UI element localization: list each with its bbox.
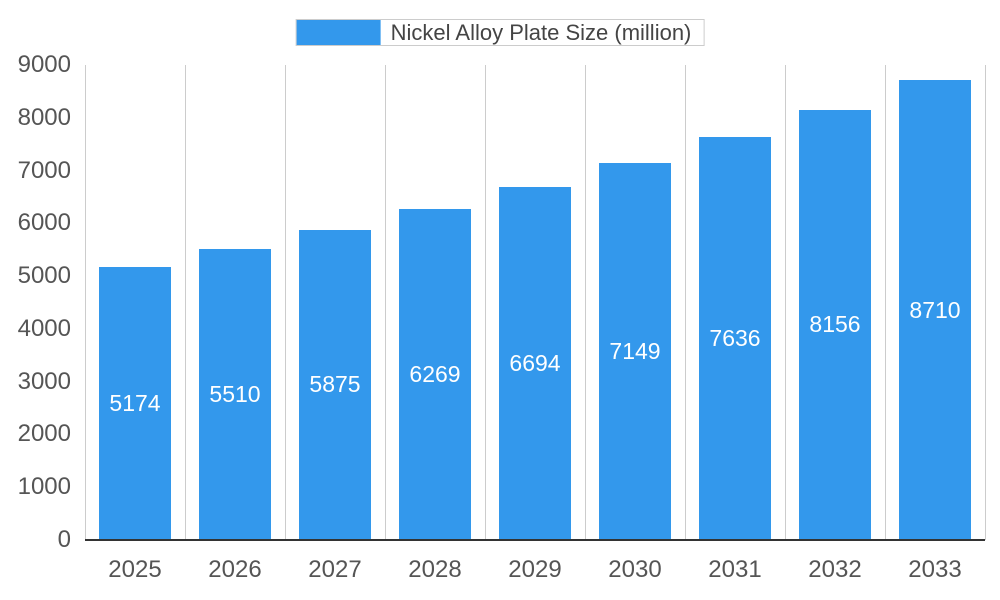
bars-layer: 5174 5510 5875 6269 6694 7149 7636 8156 8710	[85, 65, 985, 540]
plot-area: 5174 5510 5875 6269 6694 7149 7636 8156 8710 0 10…	[18, 51, 986, 583]
y-tick-label: 4000	[17, 314, 71, 342]
bar-2025: 5174	[99, 266, 171, 540]
gridline	[985, 65, 986, 540]
bar-2033: 8710	[899, 80, 971, 540]
legend-swatch-icon	[296, 20, 381, 45]
gridline	[85, 65, 86, 540]
y-tick-label: 5000	[17, 262, 71, 290]
bar-2030: 7149	[599, 162, 671, 540]
y-tick-label: 9000	[17, 51, 71, 78]
chart-legend[interactable]: Nickel Alloy Plate Size (million)	[295, 19, 705, 46]
x-tick-label: 2029	[508, 556, 562, 583]
gridline	[385, 65, 386, 540]
y-tick-label: 1000	[17, 473, 71, 501]
x-axis-labels: 2025 2026 2027 2028 2029 2030 2031 2032 2033	[85, 65, 985, 583]
bar-value-label: 5875	[309, 371, 361, 398]
x-tick-label: 2028	[408, 556, 462, 583]
x-axis-baseline	[85, 539, 985, 541]
bar-value-label: 8156	[809, 311, 861, 338]
bar-2032: 8156	[799, 109, 871, 540]
bar-2029: 6694	[499, 186, 571, 540]
legend-label: Nickel Alloy Plate Size (million)	[390, 20, 692, 45]
y-tick-label: 2000	[17, 420, 71, 448]
x-tick-label: 2031	[708, 556, 762, 583]
bar-value-label: 6694	[509, 349, 561, 376]
bar-value-label: 7149	[609, 337, 661, 364]
bar-2028: 6269	[399, 209, 471, 540]
y-tick-label: 8000	[17, 103, 71, 131]
bar-value-label: 7636	[709, 325, 761, 351]
x-tick-label: 2027	[308, 556, 362, 583]
gridline	[685, 65, 686, 540]
y-tick-label: 3000	[17, 367, 71, 395]
x-tick-label: 2032	[808, 556, 862, 583]
gridline	[485, 65, 486, 540]
y-tick-label: 0	[57, 526, 71, 553]
x-tick-label: 2026	[208, 556, 262, 583]
x-tick-label: 2030	[608, 556, 662, 583]
y-tick-label: 7000	[17, 156, 71, 184]
bar-value-label: 5174	[109, 389, 161, 416]
gridline	[185, 65, 186, 540]
bar-value-label: 6269	[409, 361, 461, 388]
bar-value-label: 5510	[209, 381, 261, 408]
gridline	[585, 65, 586, 540]
x-tick-label: 2033	[908, 556, 962, 583]
y-tick-label: 6000	[17, 209, 71, 237]
bar-value-label: 8710	[909, 296, 961, 323]
gridline	[785, 65, 786, 540]
gridlines-layer	[85, 65, 986, 540]
bar-2026: 5510	[199, 249, 271, 540]
bar-2027: 5875	[299, 229, 371, 540]
y-axis-labels: 0 1000 2000 3000 4000 5000 6000 7000 8000 9000	[18, 51, 985, 553]
bar-2031: 7636	[699, 137, 771, 540]
gridline	[885, 65, 886, 540]
x-tick-label: 2025	[108, 556, 162, 583]
gridline	[285, 65, 286, 540]
